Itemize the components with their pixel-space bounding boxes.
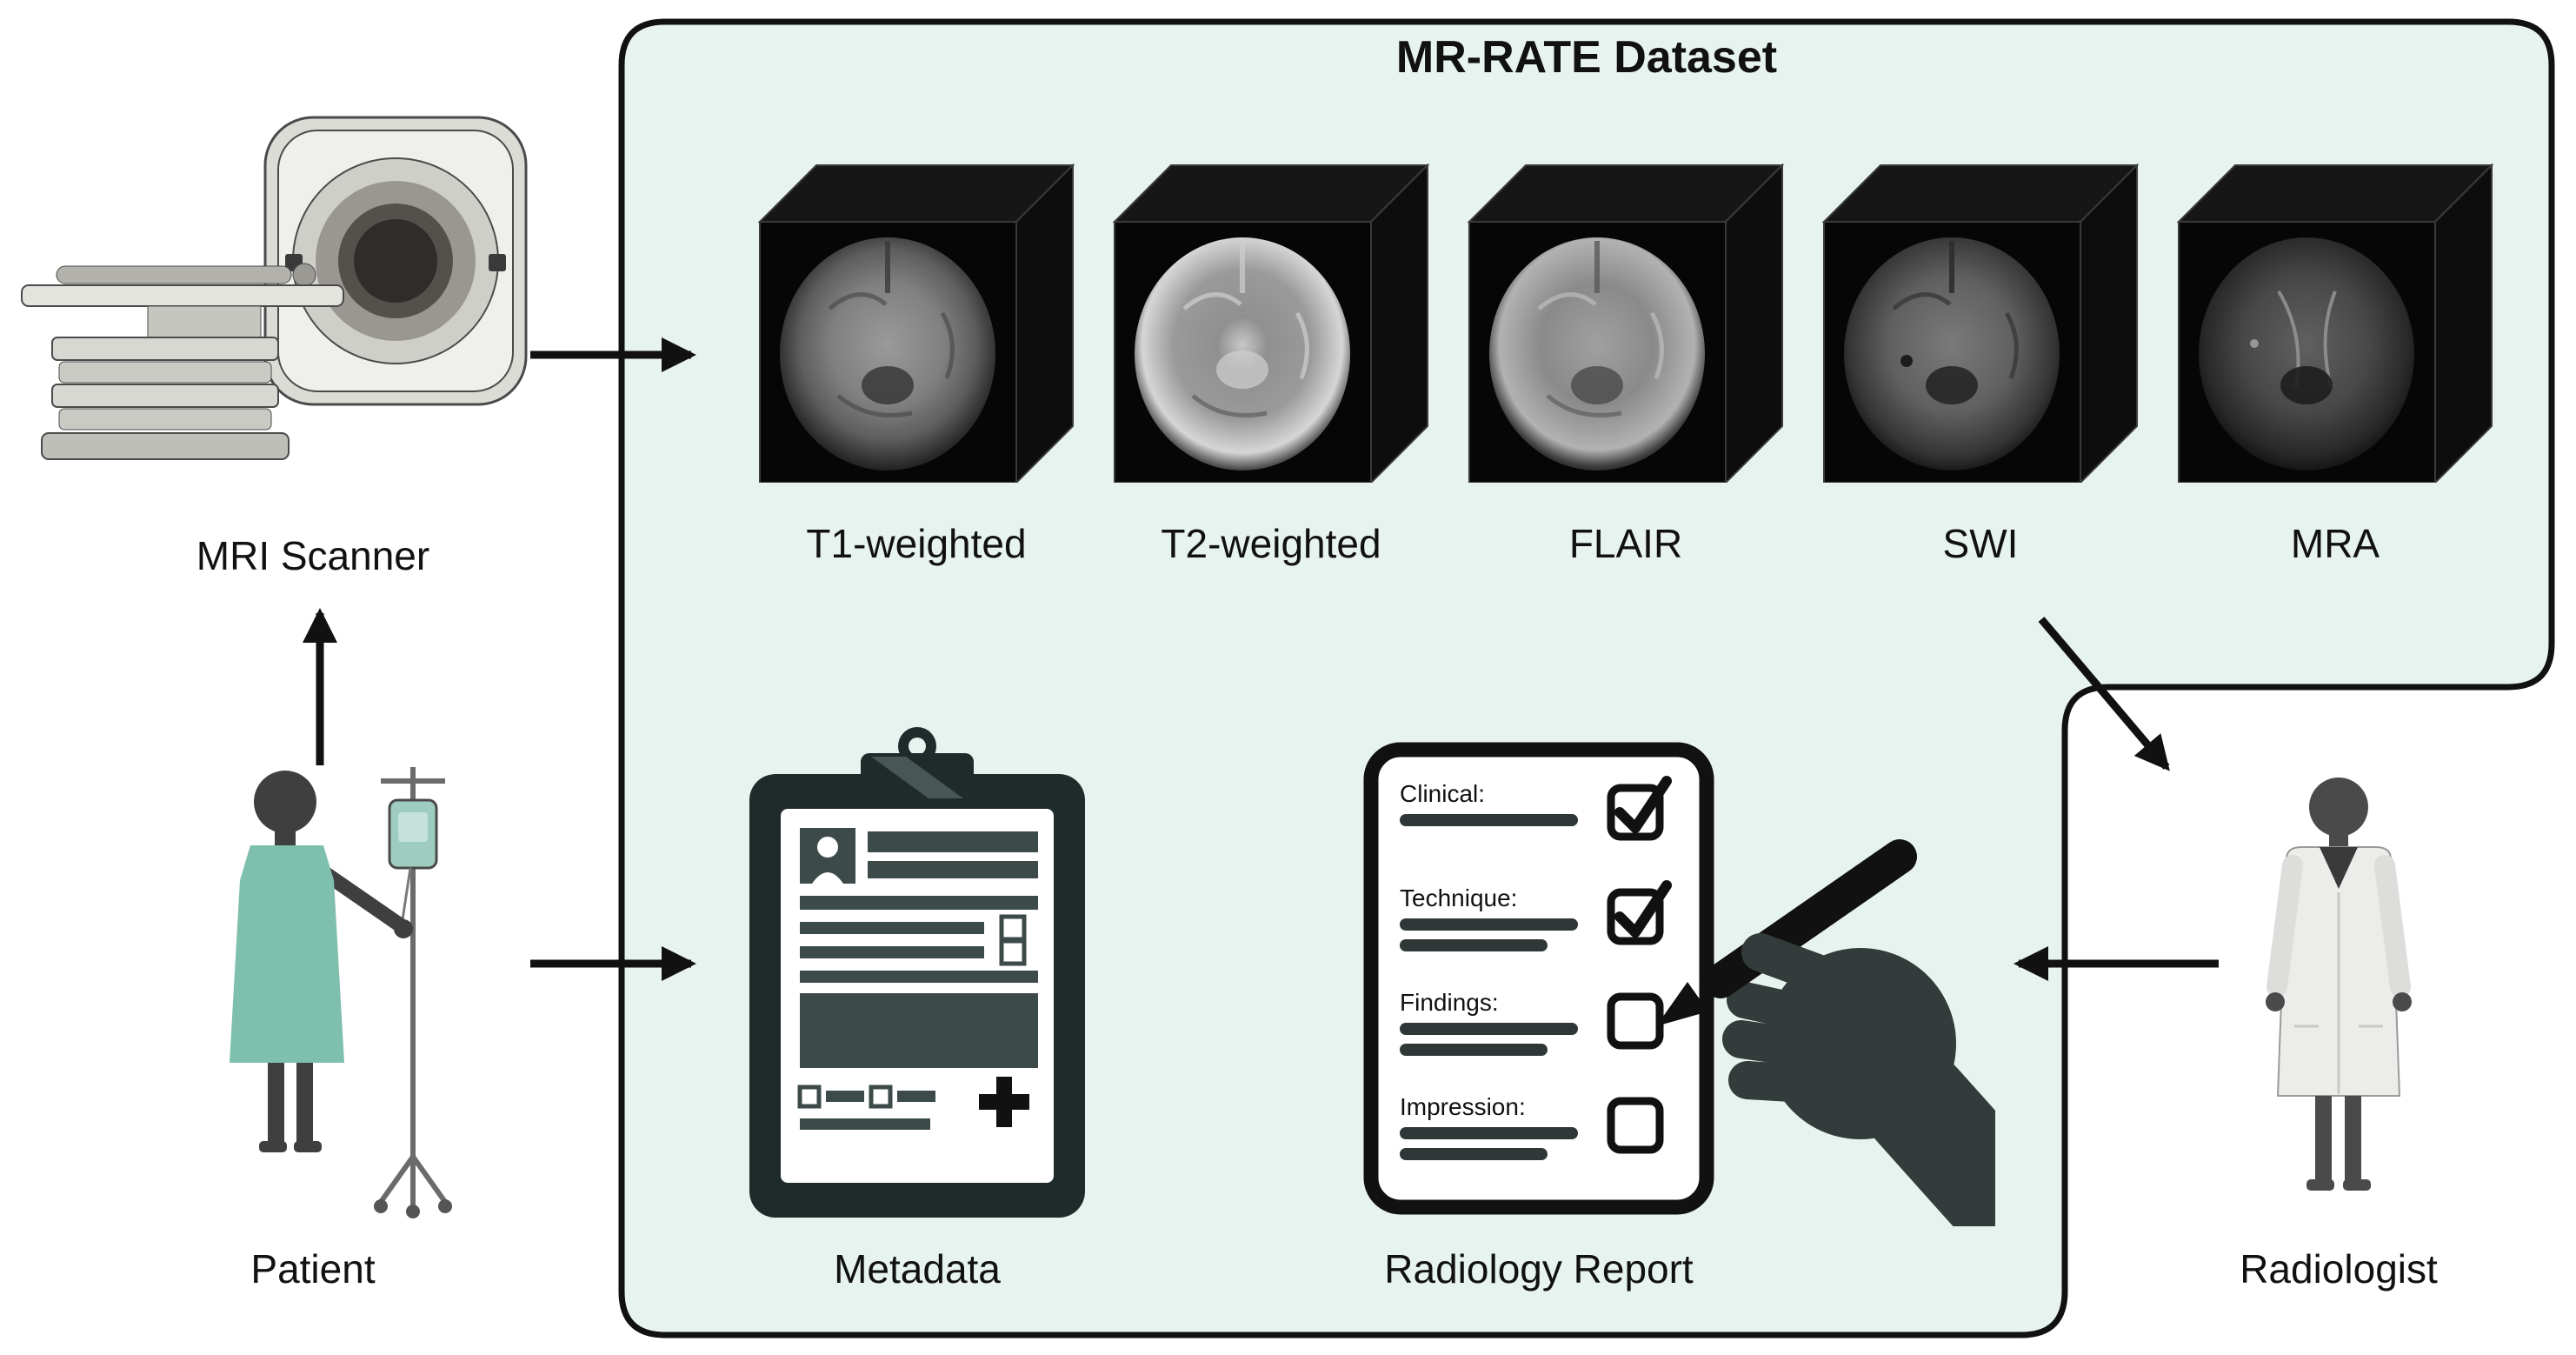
radiologist-icon [2266,778,2412,1191]
metadata-clipboard-icon [749,727,1085,1218]
metadata-label: Metadata [834,1246,1001,1292]
cube-side-face [2080,163,2138,483]
mra-brain-mri-image [2199,237,2414,471]
cube-side-face [2434,163,2493,483]
radiologist-label: Radiologist [2240,1246,2438,1292]
form-checkbox [999,938,1027,966]
swi-brain-mri-image [1844,237,2060,471]
radiology-report-icon: Clinical: Technique: Findings: Impressio… [1363,742,1995,1226]
patient-on-table [56,265,292,284]
mri-cube-t2 [1112,163,1430,483]
mri-cube-flair [1467,163,1785,483]
flair-brain-mri-image [1489,237,1705,471]
checkmark-icon [1614,776,1672,833]
pen-tip [1656,982,1708,1026]
cube-side-face [1370,163,1428,483]
t1-brain-mri-image [780,237,995,471]
form-checkbox [869,1085,893,1109]
sequence-label-t1: T1-weighted [806,521,1027,566]
hand-holding-pen-icon [1656,839,1995,1226]
dataset-title: MR-RATE Dataset [1395,32,1778,83]
patient-label: Patient [250,1246,376,1292]
radiologist-head [2309,778,2368,837]
sequence-label-mra: MRA [2290,521,2380,566]
scanner-label: MRI Scanner [196,533,430,578]
report-checkbox-impression [1607,1097,1664,1154]
sequence-label-flair: FLAIR [1568,521,1683,566]
report-checkbox-clinical [1607,784,1664,841]
sequence-label-swi: SWI [1942,521,2019,566]
report-checkbox-technique [1607,888,1664,945]
report-field-technique: Technique: [1400,884,1517,911]
report-field-clinical: Clinical: [1400,780,1485,807]
form-checkbox [797,1085,822,1109]
report-checkbox-findings [1607,992,1664,1050]
patient-gown [230,845,344,1063]
checkmark-icon [1614,880,1672,938]
patient-head [254,771,316,833]
cube-side-face [1015,163,1074,483]
report-field-impression: Impression: [1400,1093,1526,1120]
report-label: Radiology Report [1384,1246,1694,1292]
sequence-label-t2: T2-weighted [1161,521,1381,566]
mri-cube-swi [1821,163,2140,483]
mri-cube-mra [2176,163,2494,483]
patient-with-iv-pole-icon [230,767,452,1218]
mri-cube-t1 [757,163,1075,483]
scanner-table [21,284,344,307]
cube-side-face [1725,163,1783,483]
mri-scanner-icon [21,116,528,460]
report-field-findings: Findings: [1400,989,1499,1016]
